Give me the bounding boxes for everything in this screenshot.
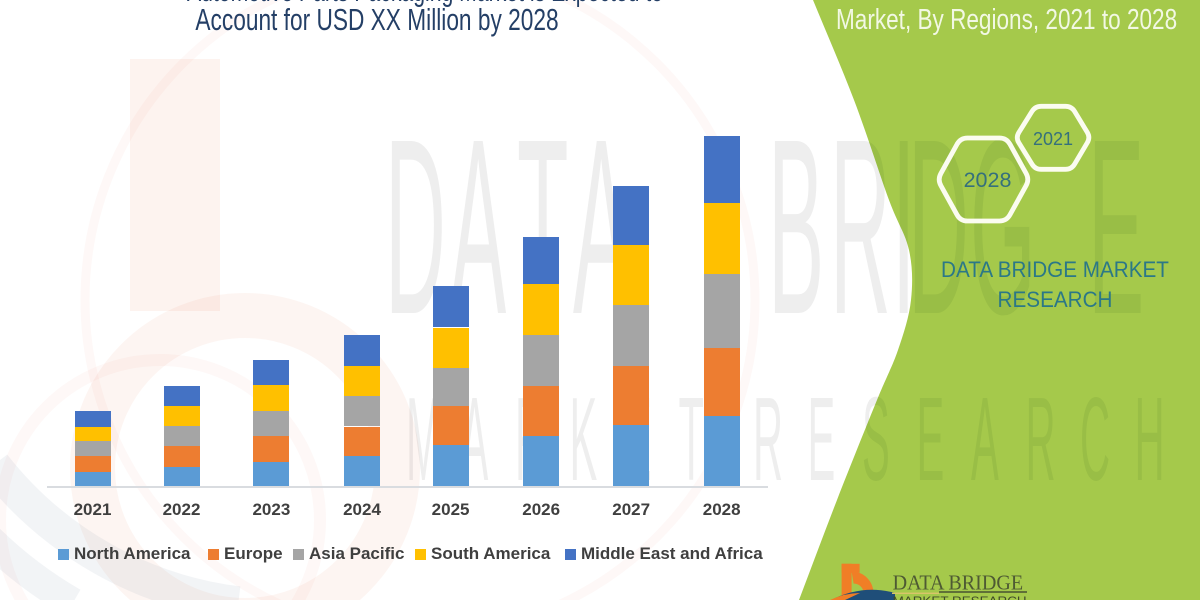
svg-text:2021: 2021: [1033, 129, 1073, 149]
svg-text:DATA BRIDGE: DATA BRIDGE: [893, 570, 1024, 594]
svg-text:MARKET RESEARCH: MARKET RESEARCH: [893, 594, 1027, 600]
svg-text:2028: 2028: [964, 168, 1012, 192]
